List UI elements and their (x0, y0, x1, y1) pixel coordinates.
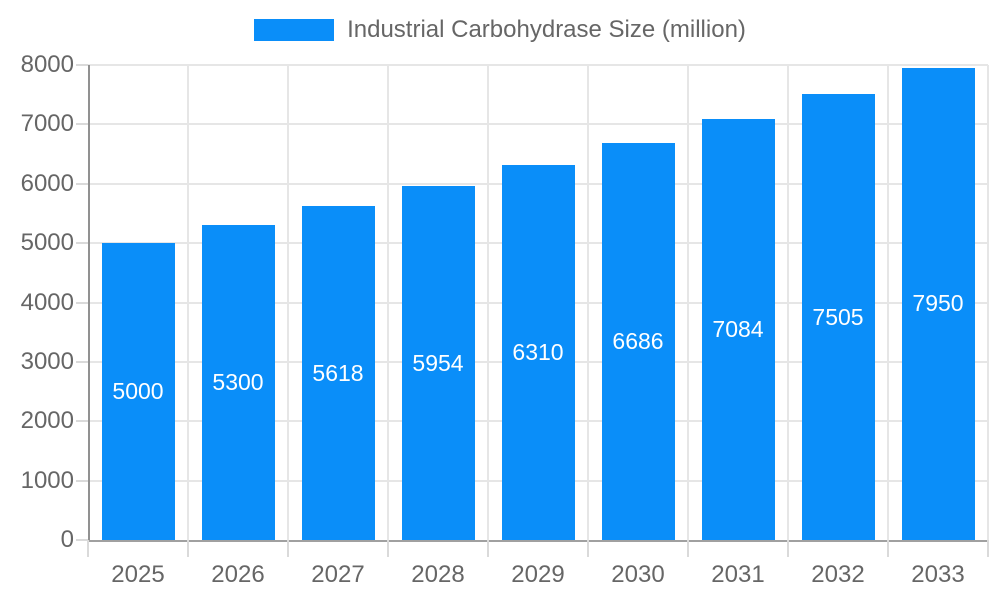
bar-value-label: 5300 (212, 369, 264, 396)
bar[interactable]: 5300 (201, 225, 275, 540)
gridline-v (987, 65, 989, 540)
gridline-v (187, 65, 189, 540)
x-tick-mark (687, 540, 689, 557)
y-axis-tick-label: 4000 (20, 288, 74, 316)
x-axis-tick-label: 2026 (211, 561, 265, 588)
y-tick-mark (76, 360, 88, 363)
x-tick-mark (787, 540, 789, 557)
x-tick-mark (987, 540, 989, 557)
bar[interactable]: 6686 (601, 143, 675, 540)
y-tick-mark (76, 64, 88, 66)
gridline-v (387, 65, 389, 540)
bar[interactable]: 7505 (801, 94, 875, 540)
bar[interactable]: 5618 (301, 206, 375, 540)
gridline-h (88, 123, 988, 126)
bar[interactable]: 5954 (401, 186, 475, 540)
x-tick-mark (487, 540, 489, 557)
gridline-v (287, 65, 289, 540)
y-axis-tick-label: 1000 (20, 466, 74, 494)
bar-value-label: 7505 (812, 303, 864, 330)
x-tick-mark (87, 540, 89, 557)
y-axis-tick-label: 6000 (20, 169, 74, 197)
legend-label: Industrial Carbohydrase Size (million) (347, 16, 746, 43)
bar[interactable]: 5000 (101, 243, 175, 540)
gridline-v (587, 65, 589, 540)
y-tick-mark (76, 420, 88, 423)
x-axis-tick-label: 2029 (511, 561, 565, 588)
y-tick-mark (76, 242, 88, 245)
chart-legend[interactable]: Industrial Carbohydrase Size (million) (0, 16, 1000, 44)
x-axis-tick-label: 2027 (311, 561, 365, 588)
y-axis-tick-label: 2000 (20, 407, 74, 435)
gridline-v (787, 65, 789, 540)
x-axis-line (88, 540, 988, 542)
y-axis-tick-label: 7000 (20, 110, 74, 138)
x-axis-tick-label: 2033 (911, 561, 965, 588)
x-axis-tick-label: 2028 (411, 561, 465, 588)
y-tick-mark (76, 479, 88, 482)
y-tick-mark (76, 182, 88, 185)
bar-value-label: 7950 (912, 290, 964, 317)
y-axis-tick-label: 8000 (20, 51, 74, 78)
bar-value-label: 5618 (312, 359, 364, 386)
bar-value-label: 5000 (112, 378, 164, 405)
x-tick-mark (287, 540, 289, 557)
x-tick-mark (887, 540, 889, 557)
gridline-v (887, 65, 889, 540)
bar[interactable]: 7950 (901, 67, 975, 540)
bar[interactable]: 6310 (501, 165, 575, 540)
bar-value-label: 7084 (712, 316, 764, 343)
bar[interactable]: 7084 (701, 119, 775, 540)
x-tick-mark (187, 540, 189, 557)
x-axis-tick-label: 2030 (611, 561, 665, 588)
y-tick-mark (76, 301, 88, 304)
bar-value-label: 5954 (412, 349, 464, 376)
gridline-v (487, 65, 489, 540)
x-tick-mark (587, 540, 589, 557)
x-tick-mark (387, 540, 389, 557)
y-axis-tick-label: 0 (60, 526, 74, 553)
y-axis-tick-label: 5000 (20, 229, 74, 257)
legend-swatch (254, 19, 335, 41)
bar-value-label: 6310 (512, 339, 564, 366)
gridline-h (88, 64, 988, 66)
y-axis-line (88, 65, 90, 540)
x-axis-tick-label: 2025 (111, 561, 165, 588)
y-axis-tick-label: 3000 (20, 347, 74, 375)
x-axis-tick-label: 2032 (811, 561, 865, 588)
gridline-v (687, 65, 689, 540)
bar-value-label: 6686 (612, 328, 664, 355)
y-tick-mark (76, 123, 88, 126)
plot-area: 5000 5300 5618 5954 6310 6686 7084 7505 7950 (88, 64, 989, 542)
y-tick-mark (76, 539, 88, 541)
x-axis-tick-label: 2031 (711, 561, 765, 588)
